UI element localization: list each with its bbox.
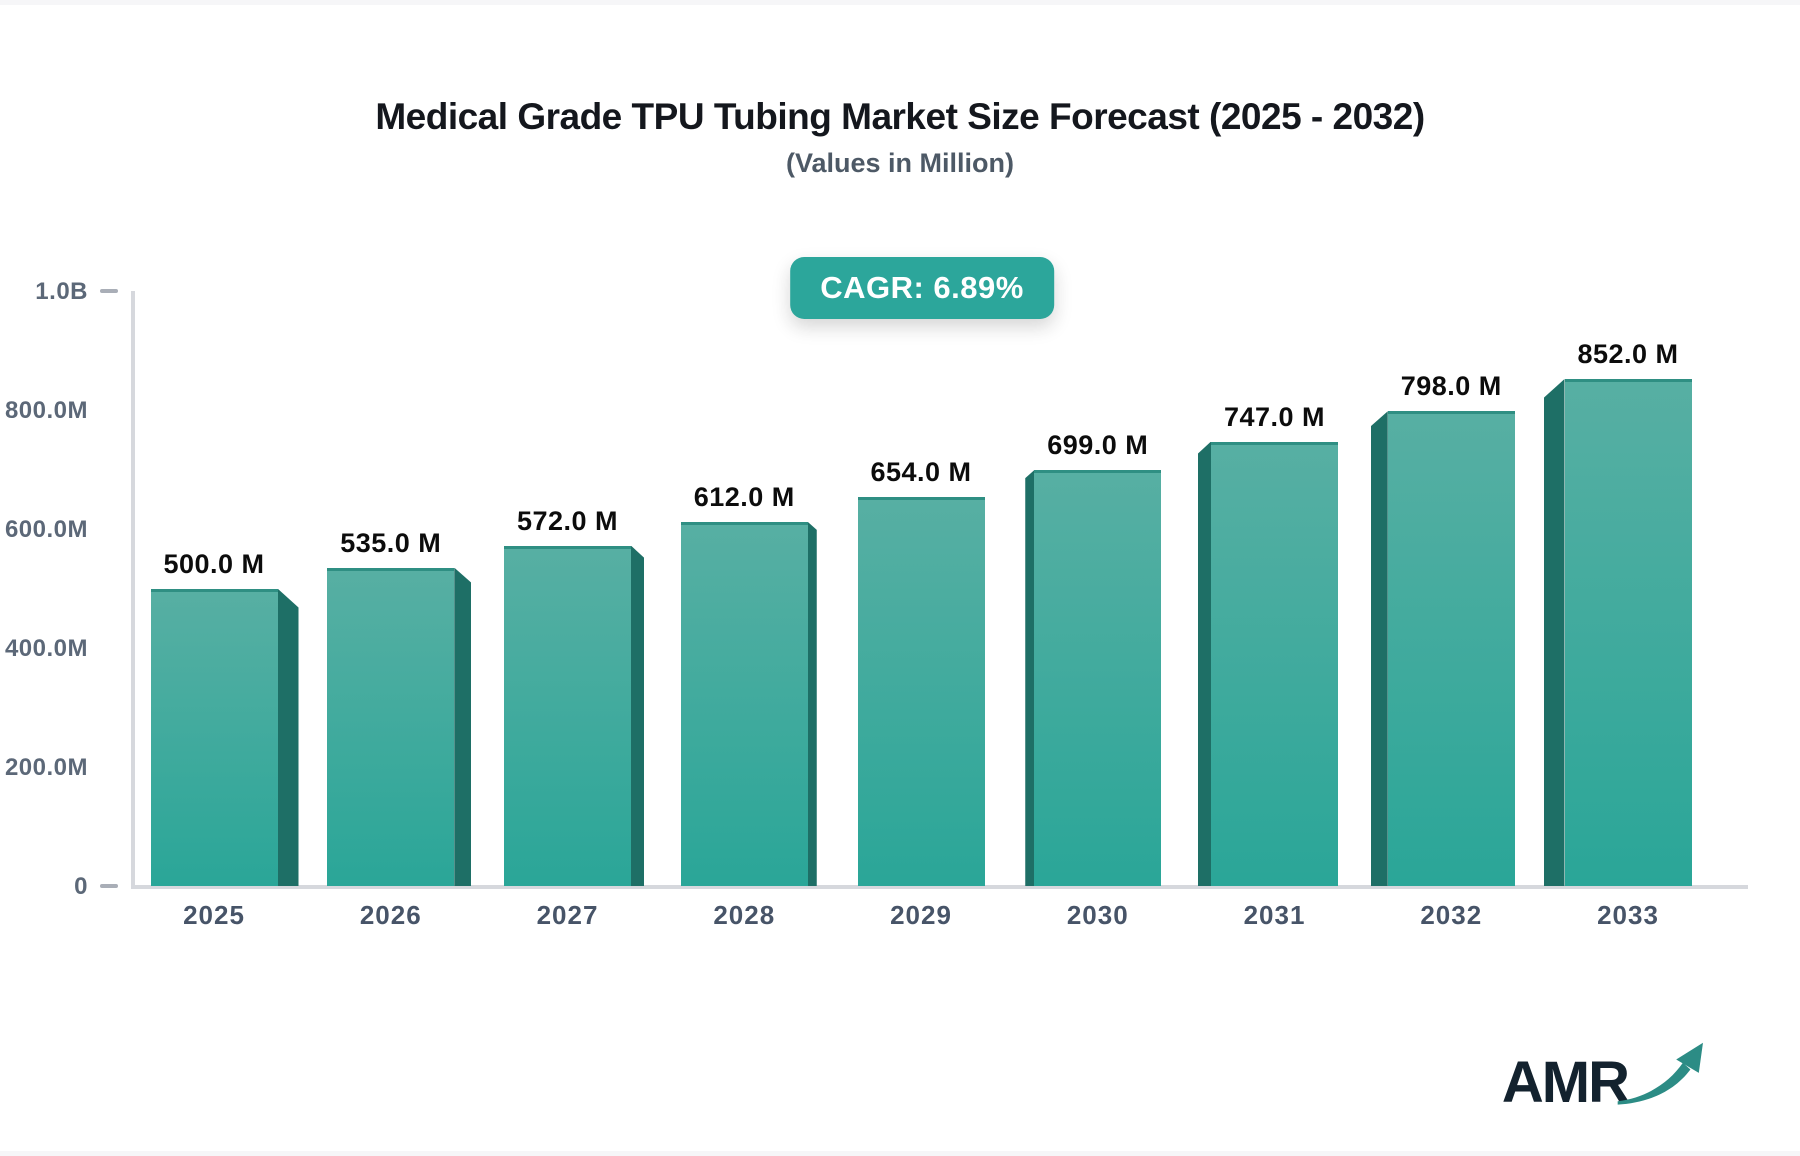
y-axis-tick-dash — [100, 884, 118, 888]
x-axis-label-2032: 2032 — [1420, 900, 1483, 930]
y-axis-tick-label: 200.0M — [4, 754, 88, 781]
bottom-edge-strip — [0, 1151, 1800, 1156]
y-axis-tick-label: 800.0M — [4, 397, 88, 424]
y-axis-line — [131, 291, 135, 889]
bar-3d-side — [1198, 441, 1211, 886]
bar-value-label: 699.0 M — [1047, 430, 1149, 461]
bar-value-label: 654.0 M — [870, 456, 972, 487]
y-axis-tick-label: 0 — [74, 873, 88, 900]
chart-title: Medical Grade TPU Tubing Market Size For… — [375, 96, 1425, 137]
bar-3d-side — [277, 588, 299, 886]
bar-value-label: 500.0 M — [163, 548, 265, 579]
x-axis-label-2033: 2033 — [1597, 900, 1659, 930]
x-axis-label-2029: 2029 — [890, 900, 952, 930]
bar-2031 — [1211, 441, 1338, 886]
bar-2032 — [1387, 411, 1515, 886]
cagr-badge-label: CAGR: 6.89% — [820, 270, 1024, 305]
y-axis-tick-dash — [100, 289, 118, 293]
bar-2033 — [1564, 379, 1692, 886]
bar-2028 — [680, 521, 808, 886]
y-axis-tick-label: 600.0M — [4, 516, 88, 543]
cagr-badge: CAGR: 6.89% — [790, 257, 1054, 319]
x-axis-label-2027: 2027 — [536, 900, 599, 930]
chart-subtitle: (Values in Million) — [785, 148, 1015, 178]
bar-value-label: 612.0 M — [693, 481, 795, 512]
x-axis-label-2031: 2031 — [1243, 900, 1306, 930]
x-axis-line — [131, 885, 1748, 889]
bar-3d-side — [454, 567, 472, 886]
bar-value-label: 535.0 M — [340, 527, 442, 558]
bar-2027 — [504, 545, 631, 886]
bar-3d-side — [1543, 379, 1565, 886]
x-axis-label-2026: 2026 — [359, 900, 422, 930]
y-axis-tick-label: 400.0M — [4, 635, 88, 662]
bar-2029 — [857, 496, 985, 886]
bar-value-label: 798.0 M — [1400, 371, 1502, 402]
bar-3d-side — [631, 545, 644, 886]
bar-2025 — [150, 588, 278, 886]
amr-logo: AMR — [1502, 1034, 1708, 1112]
y-axis-tick-label: 1.0B — [35, 278, 88, 305]
bar-3d-side — [1370, 411, 1388, 886]
top-edge-strip — [0, 0, 1800, 5]
growth-arrow-icon — [1617, 1042, 1703, 1105]
bar-2026 — [327, 567, 455, 886]
bar-value-label: 852.0 M — [1577, 339, 1679, 370]
bar-3d-side — [1025, 470, 1035, 886]
x-axis-label-2025: 2025 — [183, 900, 245, 930]
bar-value-label: 747.0 M — [1223, 401, 1326, 432]
bar-2030 — [1034, 470, 1162, 886]
x-axis-label-2030: 2030 — [1066, 900, 1129, 930]
amr-logo-text: AMR — [1501, 1050, 1630, 1115]
bar-3d-side — [807, 521, 817, 886]
x-axis-label-2028: 2028 — [713, 900, 776, 930]
bar-value-label: 572.0 M — [516, 505, 619, 536]
